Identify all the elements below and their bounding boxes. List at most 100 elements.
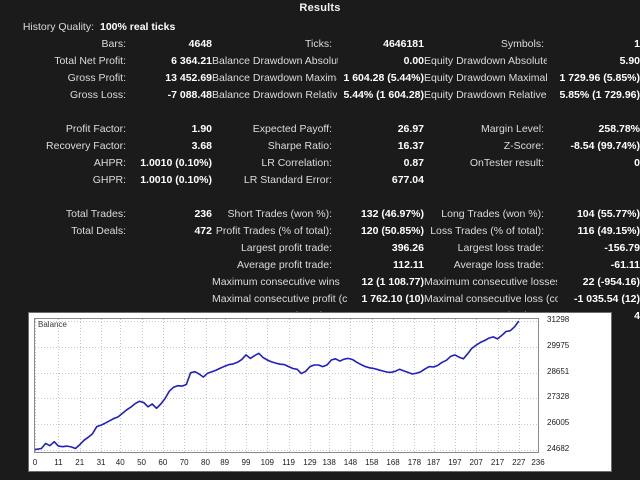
stats-cell: OnTester result: 0 — [424, 157, 640, 169]
stats-cell: Balance Drawdown Absolute: 0.00 — [212, 55, 424, 67]
stat-value: 1 762.10 (10) — [361, 292, 424, 305]
stat-value: 16.37 — [397, 139, 424, 152]
stats-cell: Maximum consecutive losses ($): 22 (-954.… — [424, 276, 640, 288]
x-axis-tick: 89 — [220, 458, 230, 467]
stats-cell: Sharpe Ratio: 16.37 — [212, 140, 424, 152]
stat-label: AHPR: — [93, 156, 126, 169]
x-axis-tick: 178 — [407, 458, 422, 467]
stat-label: Equity Drawdown Maximal: — [424, 71, 547, 84]
stat-label: Total Trades: — [65, 207, 126, 220]
stats-cell: LR Standard Error: 677.04 — [212, 174, 424, 186]
x-axis-tick: 217 — [490, 458, 505, 467]
x-axis-tick: 21 — [75, 458, 85, 467]
stat-value: -7 088.48 — [167, 88, 212, 101]
stats-cell: Margin Level: 258.78% — [424, 123, 640, 135]
stat-label: Z-Score: — [503, 139, 544, 152]
x-axis-tick: 168 — [386, 458, 400, 467]
stat-label: Profit Trades (% of total): — [215, 224, 332, 237]
stat-label: Margin Level: — [480, 122, 544, 135]
stats-cell: Z-Score: -8.54 (99.74%) — [424, 140, 640, 152]
stats-cell: Average loss trade: -61.11 — [424, 259, 640, 271]
x-axis: 0 11 21 31 40 50 60 70 80 89 99 109 119 129 138 148 158 1… — [32, 455, 545, 471]
stat-label: Equity Drawdown Absolute: — [424, 54, 548, 67]
x-axis-tick: 0 — [32, 458, 38, 467]
stat-label: Symbols: — [500, 37, 544, 50]
stat-label: Maximal consecutive profit (count): — [212, 292, 347, 305]
stats-cell: Short Trades (won %): 132 (46.97%) — [212, 208, 424, 220]
stats-row: Recovery Factor: 3.68 Sharpe Ratio: 16.37 Z-… — [0, 137, 640, 154]
stat-value: 4648 — [188, 37, 212, 50]
stat-value: 22 (-954.16) — [582, 275, 640, 288]
stats-cell: Maximal consecutive profit (count): 1 762… — [212, 293, 424, 305]
stat-value: 112.11 — [393, 258, 424, 271]
stat-value: -1 035.54 (12) — [574, 292, 640, 305]
stat-label: Expected Payoff: — [252, 122, 332, 135]
stat-label: Average profit trade: — [237, 258, 332, 271]
stat-label: Balance Drawdown Absolute: — [212, 54, 339, 67]
stat-value: -61.11 — [610, 258, 640, 271]
page-title: Results — [299, 2, 341, 14]
stats-cell: Largest profit trade: 396.26 — [212, 242, 424, 254]
x-axis-tick: 99 — [241, 458, 251, 467]
stats-row: Average profit trade: 112.11 Average loss … — [0, 256, 640, 273]
y-axis: 31298 29975 28651 27328 26005 24682 — [543, 313, 609, 459]
stats-cell: LR Correlation: 0.87 — [212, 157, 424, 169]
x-axis-tick: 197 — [448, 458, 462, 467]
stat-label: LR Correlation: — [261, 156, 332, 169]
stat-value: 258.78% — [598, 122, 640, 135]
stat-label: Total Deals: — [71, 224, 126, 237]
stats-cell: Balance Drawdown Relative: 5.44% (1 604.2… — [212, 89, 424, 101]
stat-label: Total Net Profit: — [54, 54, 126, 67]
stats-cell: GHPR: 1.0010 (0.10%) — [0, 174, 212, 186]
stat-label: Gross Profit: — [67, 71, 126, 84]
stat-label: Long Trades (won %): — [441, 207, 544, 220]
stats-cell: Symbols: 1 — [424, 38, 640, 50]
stat-value: 6 364.21 — [171, 54, 212, 67]
plot-area: Balance — [34, 318, 539, 453]
stat-value: 472 — [194, 224, 212, 237]
stats-cell: Equity Drawdown Maximal: 1 729.96 (5.85%) — [424, 72, 640, 84]
stats-row: AHPR: 1.0010 (0.10%) LR Correlation: 0.87 On… — [0, 154, 640, 171]
x-axis-tick: 236 — [531, 458, 545, 467]
stats-row: Maximum consecutive wins ($): 12 (1 108.7… — [0, 273, 640, 290]
stat-value: 0.00 — [403, 54, 424, 67]
stat-label: GHPR: — [92, 173, 126, 186]
x-axis-tick: 138 — [322, 458, 336, 467]
x-axis-tick: 227 — [512, 458, 526, 467]
y-axis-tick: 28651 — [547, 366, 570, 376]
stat-label: Largest loss trade: — [457, 241, 544, 254]
balance-chart-panel: Balance 31298 29975 28651 27328 26005 24682 0… — [28, 312, 612, 472]
stat-value: 1 604.28 (5.44%) — [343, 71, 424, 84]
equity-curve-svg — [35, 319, 538, 452]
stat-label: Profit Factor: — [65, 122, 126, 135]
y-axis-tick: 31298 — [547, 315, 570, 324]
stat-value: 3.68 — [191, 139, 212, 152]
x-axis-tick: 129 — [303, 458, 317, 467]
stat-label: Recovery Factor: — [46, 139, 126, 152]
stat-label: Equity Drawdown Relative: — [424, 88, 547, 101]
stats-row: History Quality: 100% real ticks — [0, 18, 640, 35]
stat-label: Gross Loss: — [69, 88, 126, 101]
stat-value: 396.26 — [391, 241, 424, 254]
y-axis-tick: 26005 — [547, 418, 570, 428]
stats-cell: History Quality: 100% real ticks — [0, 21, 212, 33]
stat-value: 100% real ticks — [100, 20, 176, 33]
stat-value: 104 (55.77%) — [576, 207, 640, 220]
stats-cell: Profit Trades (% of total): 120 (50.85%) — [212, 225, 424, 237]
stat-label: Sharpe Ratio: — [267, 139, 332, 152]
stat-label: Maximum consecutive wins ($): — [212, 275, 342, 288]
stat-value: 4 — [634, 309, 640, 322]
stat-value: 0 — [634, 156, 640, 169]
stat-label: Balance Drawdown Relative: — [212, 88, 338, 101]
stat-label: Bars: — [101, 37, 126, 50]
statistics-grid: History Quality: 100% real ticks Bars: 4648… — [0, 18, 640, 324]
stats-row: Maximal consecutive profit (count): 1 762… — [0, 290, 640, 307]
stat-value: -8.54 (99.74%) — [570, 139, 640, 152]
plot-canvas: Balance — [34, 318, 539, 453]
stat-value: 13 452.69 — [165, 71, 212, 84]
stats-cell: Profit Factor: 1.90 — [0, 123, 212, 135]
stat-value: 5.85% (1 729.96) — [559, 88, 640, 101]
stats-row: Total Net Profit: 6 364.21 Balance Drawdow… — [0, 52, 640, 69]
stats-cell: Equity Drawdown Relative: 5.85% (1 729.96… — [424, 89, 640, 101]
stat-value: 1.0010 (0.10%) — [140, 156, 212, 169]
